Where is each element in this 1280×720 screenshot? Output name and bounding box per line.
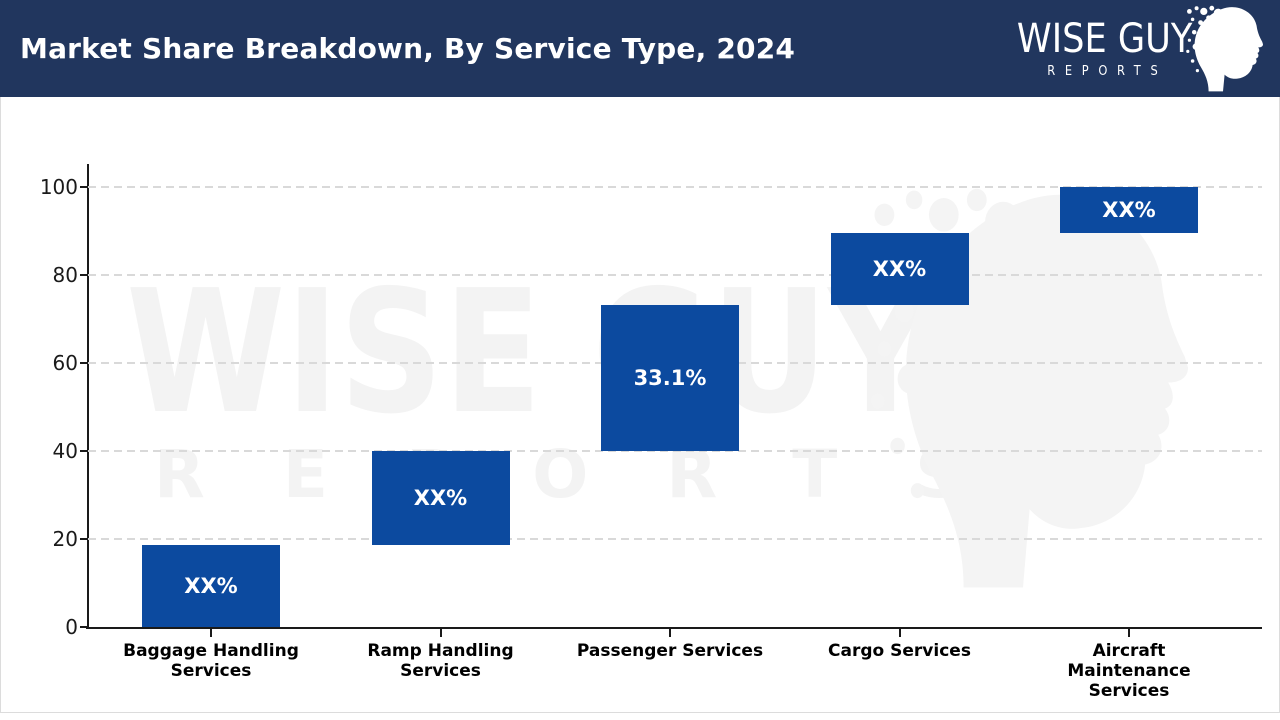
page-title: Market Share Breakdown, By Service Type,… <box>20 32 796 65</box>
x-tick-mark <box>210 629 212 637</box>
x-category-label: Cargo Services <box>828 641 971 661</box>
bar-2: XX% <box>371 451 510 545</box>
brand-name: WISE GUY <box>1016 15 1192 62</box>
y-tick-mark <box>80 186 88 188</box>
y-tick-label: 0 <box>65 615 78 639</box>
x-category-label: Ramp Handling Services <box>367 641 514 681</box>
bar-value-label: XX% <box>872 257 927 282</box>
bar-5: XX% <box>1060 187 1198 233</box>
gridline-100 <box>88 186 1262 188</box>
header-bar: Market Share Breakdown, By Service Type,… <box>0 0 1280 97</box>
y-tick-label: 100 <box>39 175 78 199</box>
brand-subname: REPORTS <box>1046 63 1167 79</box>
bar-1: XX% <box>142 544 280 627</box>
x-tick-mark <box>439 629 442 637</box>
y-tick-mark <box>80 626 88 628</box>
y-tick-mark <box>80 362 88 364</box>
y-tick-label: 20 <box>52 527 78 551</box>
gridline-40 <box>88 450 1262 452</box>
bar-value-label: XX% <box>413 485 468 510</box>
bar-value-label: XX% <box>1102 197 1156 222</box>
x-category-label: Baggage Handling Services <box>123 641 299 681</box>
bar-3: 33.1% <box>601 305 739 451</box>
gridline-20 <box>88 538 1262 540</box>
y-axis-line <box>87 164 89 629</box>
x-axis-line <box>86 627 1262 629</box>
y-tick-mark <box>80 274 88 276</box>
y-tick-label: 60 <box>52 351 78 375</box>
bar-4: XX% <box>830 232 969 306</box>
x-tick-mark <box>1128 629 1130 637</box>
x-category-label: Aircraft Maintenance Services <box>1067 641 1191 701</box>
y-tick-mark <box>80 538 88 540</box>
x-category-label: Passenger Services <box>576 641 764 661</box>
x-tick-mark <box>669 629 671 637</box>
y-tick-label: 80 <box>52 263 78 287</box>
brand-logo: WISE GUY REPORTS <box>993 0 1270 97</box>
y-tick-label: 40 <box>52 439 78 463</box>
gridline-80 <box>88 274 1262 276</box>
watermark-text-secondary: REPORTS <box>154 436 1041 513</box>
x-tick-mark <box>898 629 901 637</box>
y-tick-mark <box>80 450 88 452</box>
bar-value-label: 33.1% <box>633 366 707 391</box>
brand-logo-text: WISE GUY REPORTS <box>1016 19 1192 79</box>
watermark-text-primary: WISE GUY <box>126 254 933 452</box>
bar-value-label: XX% <box>184 573 238 598</box>
